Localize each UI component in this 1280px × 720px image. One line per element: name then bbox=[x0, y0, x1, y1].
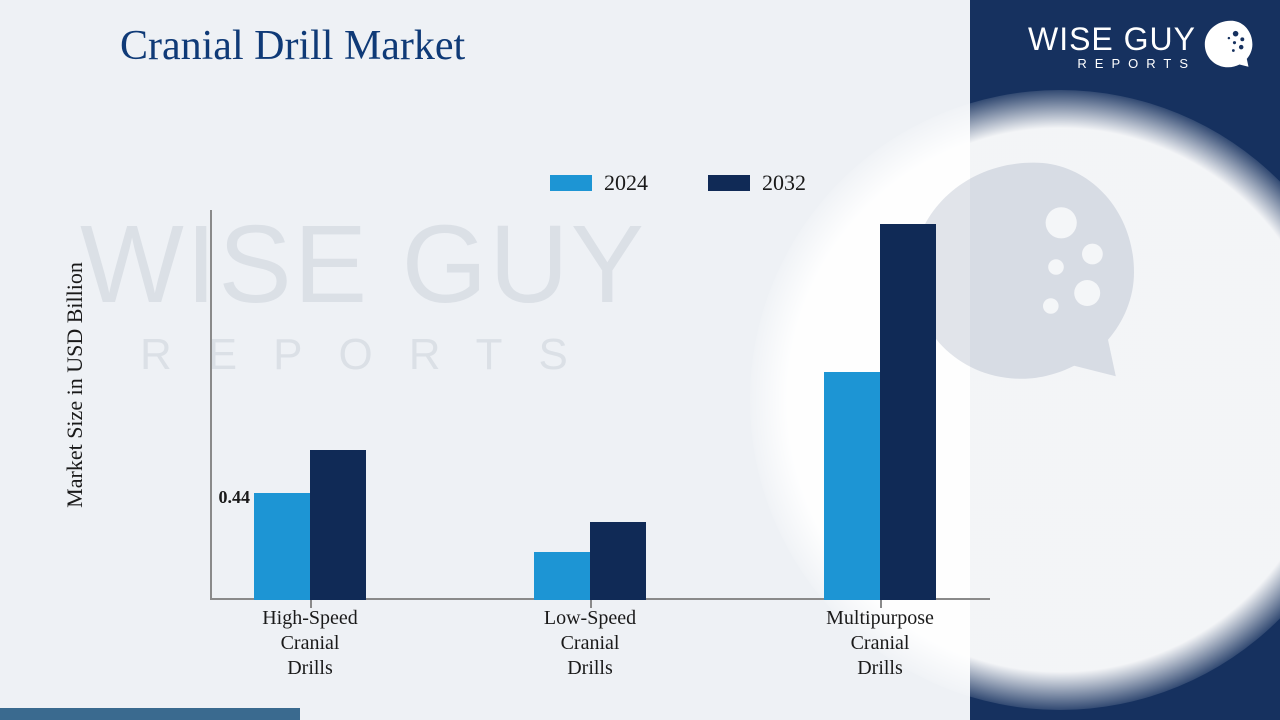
brand-head-icon bbox=[1202, 18, 1258, 74]
brand-logo: WISE GUY REPORTS bbox=[1028, 18, 1258, 74]
bottom-accent-bar bbox=[0, 708, 300, 720]
plot-area: 0.44 bbox=[110, 210, 990, 600]
x-axis-label: MultipurposeCranialDrills bbox=[800, 606, 960, 681]
bar-group bbox=[824, 224, 936, 600]
bar bbox=[824, 372, 880, 600]
x-axis-label: Low-SpeedCranialDrills bbox=[510, 606, 670, 681]
chart-area: Market Size in USD Billion 2024 2032 0.4… bbox=[60, 170, 990, 680]
y-axis bbox=[210, 210, 212, 600]
bar-group bbox=[534, 522, 646, 600]
bar bbox=[310, 450, 366, 600]
chart-title: Cranial Drill Market bbox=[120, 22, 465, 70]
legend-item-2032: 2032 bbox=[708, 170, 806, 196]
legend-label: 2024 bbox=[604, 170, 648, 196]
legend: 2024 2032 bbox=[550, 170, 806, 196]
brand-name: WISE GUY bbox=[1028, 23, 1196, 55]
x-axis-label: High-SpeedCranialDrills bbox=[230, 606, 390, 681]
x-axis-labels: High-SpeedCranialDrills Low-SpeedCranialD… bbox=[110, 606, 990, 680]
y-axis-label: Market Size in USD Billion bbox=[60, 170, 90, 600]
bar-value-label: 0.44 bbox=[219, 487, 251, 508]
legend-swatch bbox=[550, 175, 592, 191]
bar: 0.44 bbox=[254, 493, 310, 600]
legend-label: 2032 bbox=[762, 170, 806, 196]
legend-item-2024: 2024 bbox=[550, 170, 648, 196]
bar bbox=[880, 224, 936, 600]
legend-swatch bbox=[708, 175, 750, 191]
bar bbox=[534, 552, 590, 601]
bar bbox=[590, 522, 646, 600]
brand-sub: REPORTS bbox=[1077, 57, 1196, 70]
bar-group: 0.44 bbox=[254, 450, 366, 600]
